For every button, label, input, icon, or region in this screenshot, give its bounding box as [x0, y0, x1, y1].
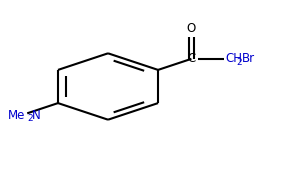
Text: C: C — [187, 52, 196, 65]
Text: N: N — [32, 108, 41, 121]
Text: O: O — [187, 22, 196, 35]
Text: CH: CH — [225, 52, 242, 65]
Text: 2: 2 — [237, 58, 242, 67]
Text: 2: 2 — [27, 114, 33, 123]
Text: Me: Me — [8, 108, 26, 121]
Text: Br: Br — [242, 52, 254, 65]
